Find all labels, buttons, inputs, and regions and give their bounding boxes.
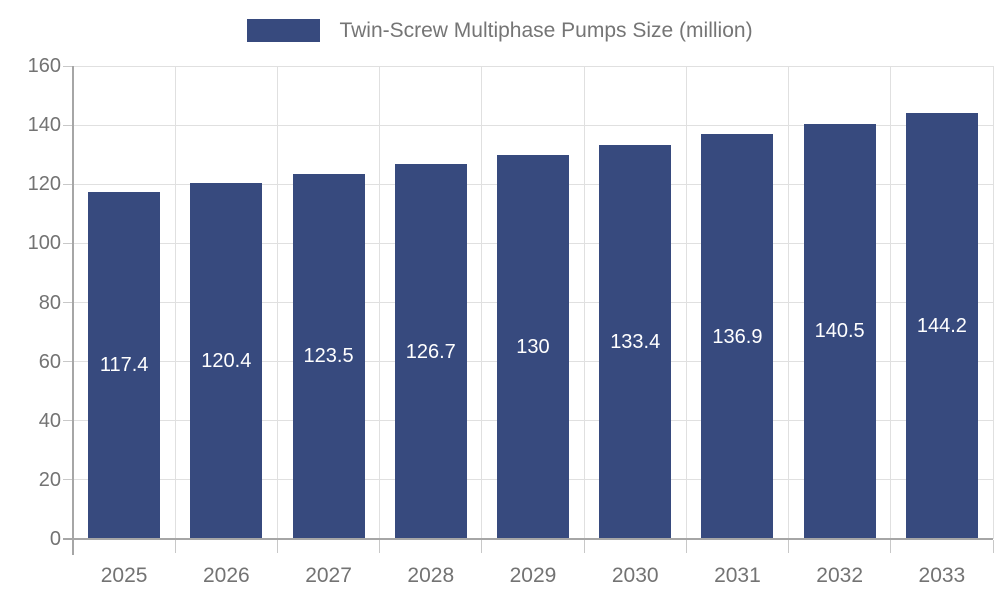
y-axis-tick bbox=[63, 420, 73, 422]
bar-2027 bbox=[292, 173, 365, 539]
bar-value-label-2028: 126.7 bbox=[405, 340, 456, 363]
legend-swatch bbox=[247, 19, 321, 42]
x-gridline bbox=[992, 66, 994, 539]
x-axis-tick bbox=[583, 540, 585, 553]
y-axis-tick bbox=[63, 479, 73, 481]
y-axis-tick-label-60: 60 bbox=[38, 350, 61, 373]
x-axis-tick-label-2029: 2029 bbox=[509, 564, 557, 587]
x-axis-tick-label-2030: 2030 bbox=[611, 564, 659, 587]
bar-value-label-2026: 120.4 bbox=[201, 350, 252, 373]
y-axis-tick-label-100: 100 bbox=[27, 232, 61, 255]
bar-2032 bbox=[803, 123, 876, 539]
y-axis-tick bbox=[63, 361, 73, 363]
y-axis-tick bbox=[63, 65, 73, 67]
bar-2033 bbox=[905, 112, 978, 539]
x-axis-tick-label-2027: 2027 bbox=[305, 564, 352, 587]
x-gridline bbox=[379, 66, 381, 539]
y-axis-tick-label-120: 120 bbox=[27, 173, 61, 196]
x-axis-tick bbox=[276, 540, 278, 553]
y-axis-tick-label-40: 40 bbox=[38, 409, 61, 432]
bar-value-label-2025: 117.4 bbox=[99, 354, 149, 377]
x-gridline bbox=[890, 66, 892, 539]
x-axis-tick-label-2031: 2031 bbox=[714, 564, 761, 587]
y-axis-tick bbox=[63, 183, 73, 185]
y-gridline bbox=[73, 65, 993, 67]
x-gridline bbox=[276, 66, 278, 539]
x-axis-tick bbox=[992, 540, 994, 553]
legend[interactable]: Twin-Screw Multiphase Pumps Size (millio… bbox=[0, 19, 1000, 42]
y-axis-tick bbox=[63, 302, 73, 303]
bar-2030 bbox=[599, 144, 672, 539]
y-axis-tick-label-20: 20 bbox=[38, 468, 61, 491]
y-gridline bbox=[73, 124, 993, 126]
bar-2026 bbox=[190, 183, 263, 539]
bar-2025 bbox=[88, 191, 161, 539]
bar-value-label-2029: 130 bbox=[516, 335, 550, 358]
x-axis-tick bbox=[174, 540, 176, 553]
bar-2029 bbox=[497, 154, 569, 539]
x-axis-line bbox=[63, 538, 993, 540]
y-axis-tick-label-80: 80 bbox=[38, 291, 61, 314]
bar-value-label-2031: 136.9 bbox=[712, 325, 763, 348]
y-axis-tick-label-160: 160 bbox=[27, 55, 61, 77]
bar-value-label-2033: 144.2 bbox=[916, 314, 967, 337]
x-axis-tick bbox=[890, 540, 892, 553]
y-axis-tick bbox=[63, 124, 73, 126]
x-axis-tick bbox=[481, 540, 483, 553]
x-axis-tick-label-2028: 2028 bbox=[407, 564, 455, 587]
x-axis-tick-label-2032: 2032 bbox=[816, 564, 864, 587]
x-gridline bbox=[174, 66, 176, 539]
x-axis-tick bbox=[379, 540, 381, 553]
bar-value-label-2030: 133.4 bbox=[610, 330, 661, 353]
bar-value-label-2027: 123.5 bbox=[303, 345, 354, 368]
legend-label: Twin-Screw Multiphase Pumps Size (millio… bbox=[339, 19, 753, 42]
y-axis-tick bbox=[63, 242, 73, 244]
x-gridline bbox=[788, 66, 790, 539]
x-gridline bbox=[685, 66, 687, 539]
x-gridline bbox=[583, 66, 585, 539]
x-axis-tick-label-2033: 2033 bbox=[918, 564, 966, 587]
bar-value-label-2032: 140.5 bbox=[814, 320, 865, 343]
y-axis-tick-label-140: 140 bbox=[27, 114, 61, 137]
x-axis-tick-label-2026: 2026 bbox=[202, 564, 250, 587]
x-axis-tick bbox=[788, 540, 790, 553]
bar-2028 bbox=[394, 164, 467, 539]
x-axis-tick bbox=[685, 540, 687, 553]
bar-2031 bbox=[701, 134, 774, 539]
y-axis-tick-label-0: 0 bbox=[49, 528, 61, 550]
x-gridline bbox=[481, 66, 483, 539]
y-axis-line bbox=[72, 66, 74, 555]
x-axis-tick-label-2025: 2025 bbox=[100, 564, 148, 587]
